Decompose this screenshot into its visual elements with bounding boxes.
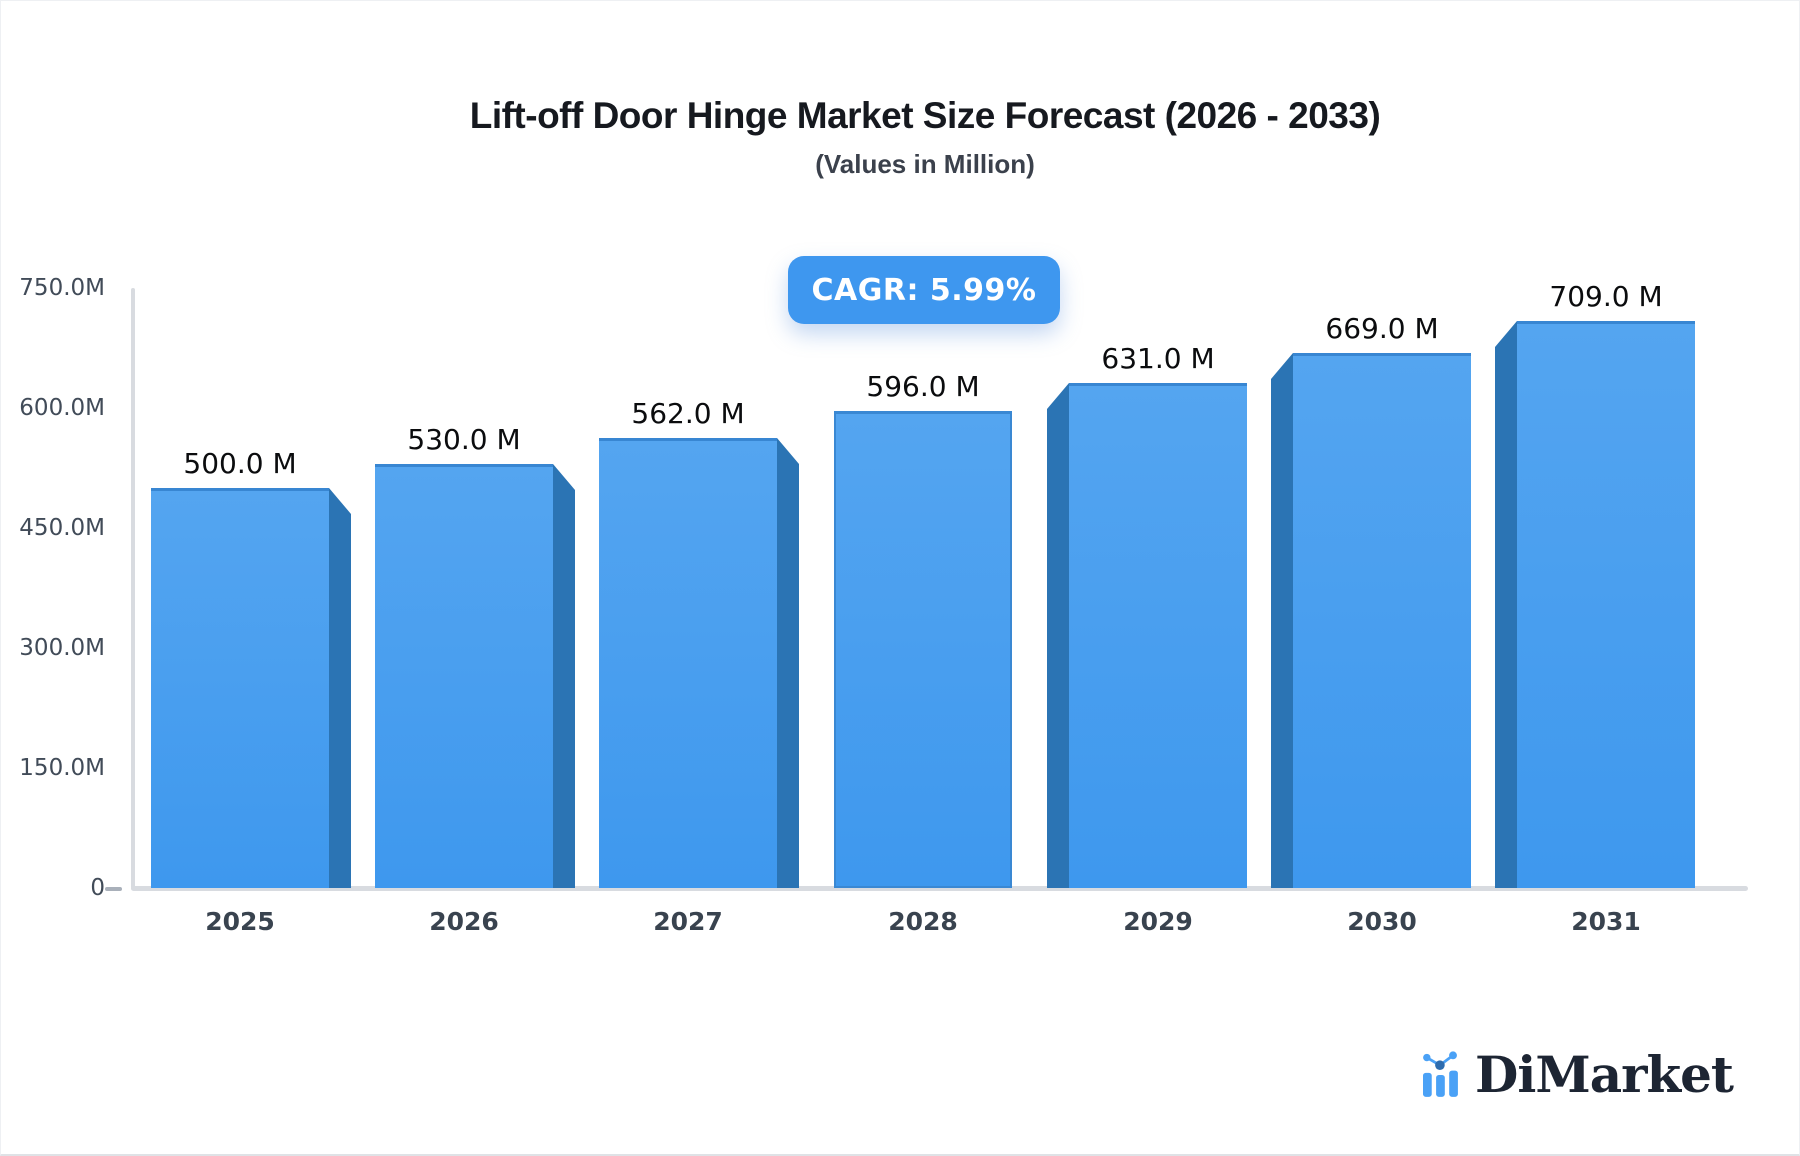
bar-value-label: 562.0 M: [631, 397, 745, 430]
x-axis-tick-label: 2030: [1347, 907, 1417, 936]
bar-2030: [1271, 353, 1471, 888]
x-axis-tick-label: 2026: [429, 907, 499, 936]
x-axis-line: [131, 886, 1748, 891]
x-axis-tick-label: 2025: [205, 907, 275, 936]
bar-face: [834, 411, 1012, 888]
bar-face: [1517, 321, 1695, 888]
y-axis-line: [131, 288, 135, 889]
brand-name: DiMarket: [1475, 1045, 1734, 1104]
y-axis-tick-label: 300.0M: [19, 635, 105, 661]
x-axis-tick-label: 2028: [888, 907, 958, 936]
chart-subtitle: (Values in Million): [815, 149, 1035, 179]
x-axis-tick-label: 2031: [1571, 907, 1641, 936]
bar-2025: [151, 488, 351, 888]
bar-value-label: 631.0 M: [1101, 342, 1215, 375]
bar-side-shadow: [329, 488, 351, 888]
bar-2029: [1047, 383, 1247, 888]
bar-value-label: 530.0 M: [407, 423, 521, 456]
bar-chart-trend-icon: [1423, 1051, 1458, 1097]
chart-title: Lift-off Door Hinge Market Size Forecast…: [469, 95, 1381, 136]
bar-side-shadow: [553, 464, 575, 888]
y-axis-tick-label: 750.0M: [19, 275, 105, 301]
bar-2027: [599, 438, 799, 888]
bar-value-label: 500.0 M: [183, 447, 297, 480]
bar-side-shadow: [777, 438, 799, 888]
bar-face: [1069, 383, 1247, 888]
x-axis-tick-label: 2029: [1123, 907, 1193, 936]
bar-face: [151, 488, 329, 888]
bar-face: [599, 438, 777, 888]
bar-value-label: 669.0 M: [1325, 312, 1439, 345]
bar-value-label: 709.0 M: [1549, 280, 1663, 313]
bar-side-shadow: [1271, 353, 1293, 888]
bar-face: [1293, 353, 1471, 888]
bar-face: [375, 464, 553, 888]
bar-2026: [375, 464, 575, 888]
cagr-badge: CAGR: 5.99%: [788, 256, 1060, 324]
bar-value-label: 596.0 M: [866, 370, 980, 403]
zero-tick-mark: [105, 887, 122, 891]
bar-side-shadow: [1047, 383, 1069, 888]
x-axis-tick-label: 2027: [653, 907, 723, 936]
bar-side-shadow: [1495, 321, 1517, 888]
y-axis-tick-label: 0: [90, 875, 105, 901]
cagr-badge-label: CAGR: 5.99%: [811, 272, 1037, 308]
y-axis-tick-label: 150.0M: [19, 755, 105, 781]
bar-2028: [823, 411, 1023, 888]
brand-logo: DiMarket: [1421, 1045, 1734, 1105]
bar-2031: [1495, 321, 1695, 888]
y-axis-tick-label: 450.0M: [19, 515, 105, 541]
y-axis-tick-label: 600.0M: [19, 395, 105, 421]
